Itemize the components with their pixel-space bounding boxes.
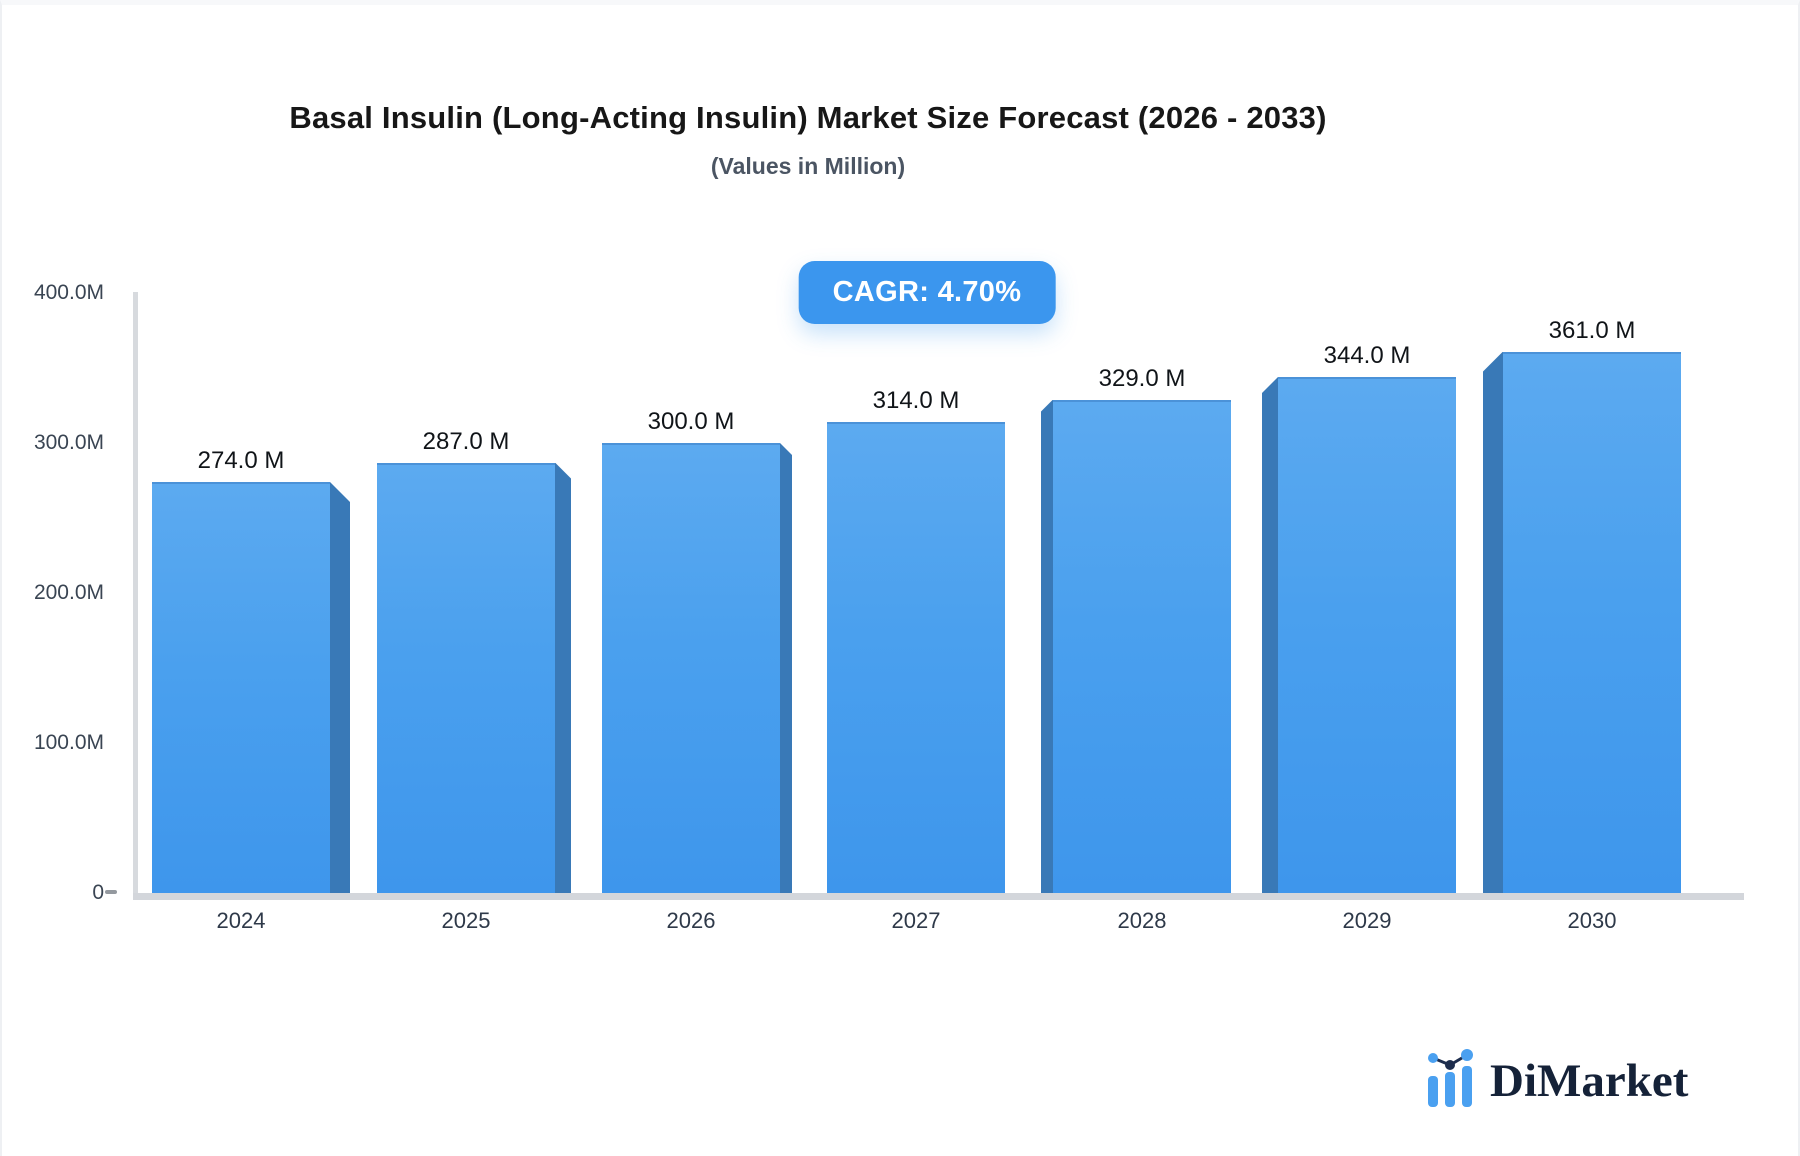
x-axis-baseline (133, 893, 1744, 900)
cagr-badge: CAGR: 4.70% (798, 261, 1056, 324)
x-axis-tick-label: 2029 (1342, 908, 1392, 933)
y-axis-tick-label: 400.0M (33, 281, 104, 304)
bar-front-face (602, 443, 780, 893)
bar-2027[interactable] (827, 422, 1005, 893)
x-axis-tick-label: 2025 (441, 908, 491, 933)
bar-value-label: 300.0 M (647, 408, 735, 435)
bar-front-face (377, 462, 555, 893)
bar-2029[interactable] (1262, 377, 1456, 893)
y-axis-tick-label: 300.0M (33, 431, 104, 454)
brand-logo[interactable]: DiMarket (1426, 1049, 1688, 1107)
mini-bar-chart-icon (1428, 1049, 1473, 1107)
bar-2024[interactable] (152, 482, 350, 893)
zero-tick-mark (105, 890, 117, 894)
bar-side-face (330, 482, 350, 893)
bar-side-face (1041, 399, 1053, 893)
bar-side-face (1483, 351, 1503, 893)
bar-front-face (1053, 399, 1231, 893)
bar-chart: 0 100.0M 200.0M 300.0M 400.0M 274.0 M 2024 287… (2, 5, 1798, 1156)
bar-2025[interactable] (377, 462, 571, 893)
y-axis-tick-label: 200.0M (33, 581, 104, 604)
bar-value-label: 274.0 M (197, 447, 285, 474)
x-axis-tick-label: 2024 (216, 908, 266, 933)
bar-2028[interactable] (1041, 399, 1231, 893)
y-axis-tick-label: 0 (92, 881, 104, 904)
x-axis-tick-label: 2027 (891, 908, 941, 933)
bar-front-face (1503, 351, 1681, 893)
page-subtitle: (Values in Million) (710, 153, 906, 179)
y-axis-line (133, 292, 138, 899)
bar-2030[interactable] (1483, 351, 1681, 893)
x-axis-tick-label: 2028 (1117, 908, 1167, 933)
bar-value-label: 314.0 M (872, 387, 960, 414)
x-axis-tick-label: 2026 (666, 908, 716, 933)
bar-value-label: 329.0 M (1098, 364, 1186, 392)
y-axis-tick-label: 100.0M (33, 731, 104, 754)
bar-front-face (827, 422, 1005, 893)
page-title: Basal Insulin (Long-Acting Insulin) Mark… (289, 100, 1327, 135)
brand-name: DiMarket (1490, 1055, 1689, 1107)
bar-side-face (780, 443, 792, 893)
bar-2026[interactable] (602, 443, 792, 893)
bar-side-face (555, 462, 571, 893)
bar-value-label: 361.0 M (1548, 316, 1636, 344)
bar-front-face (1278, 377, 1456, 893)
bar-front-face (152, 482, 330, 893)
bar-value-label: 287.0 M (422, 427, 510, 455)
x-axis-tick-label: 2030 (1567, 908, 1617, 933)
bar-side-face (1262, 377, 1278, 893)
bar-value-label: 344.0 M (1323, 342, 1411, 369)
